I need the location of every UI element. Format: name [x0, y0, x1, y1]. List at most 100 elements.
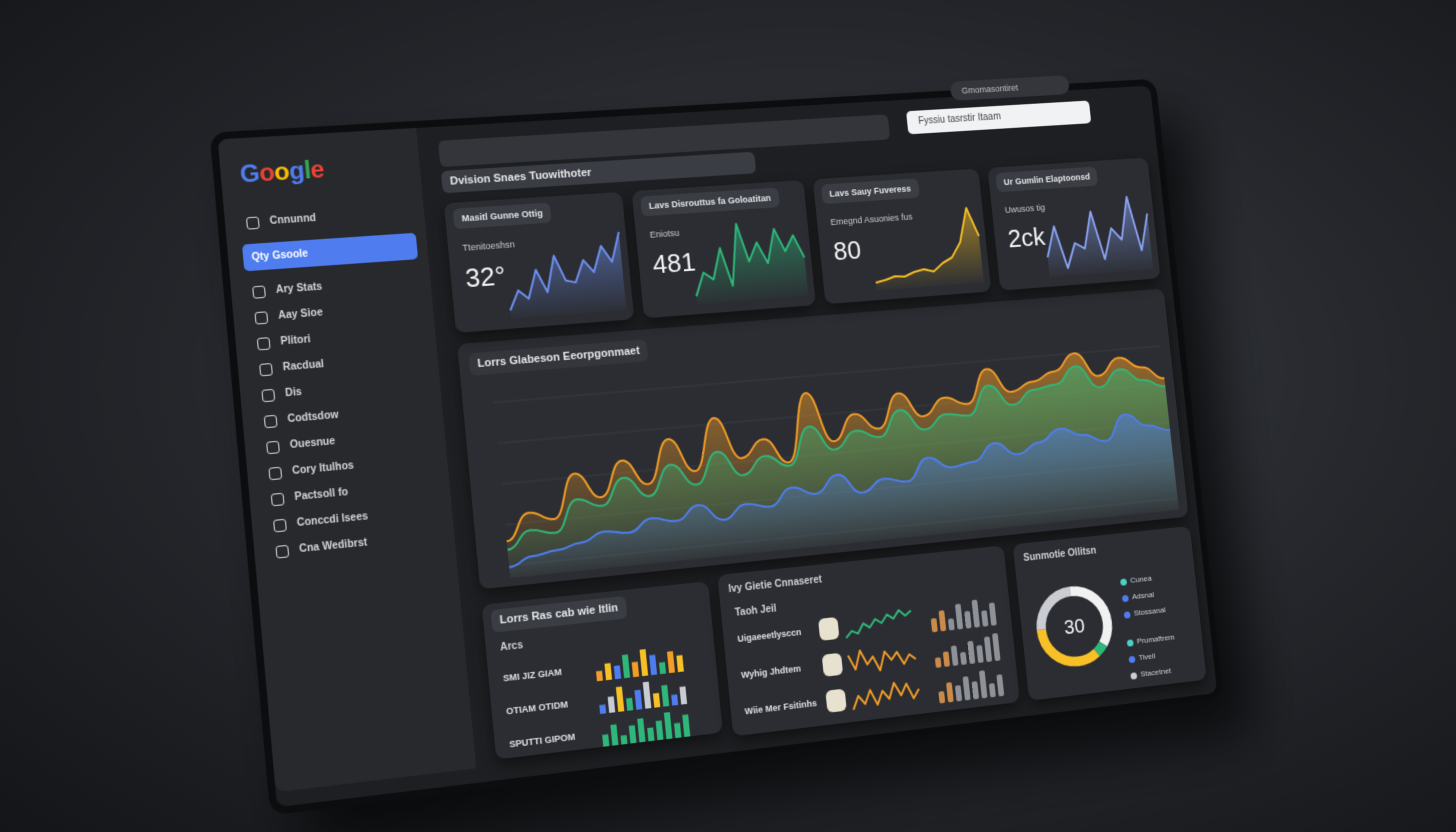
bar — [671, 694, 679, 706]
row-label: SMI JIZ GIAM — [502, 666, 563, 684]
bar — [946, 682, 954, 703]
bar — [621, 654, 631, 679]
nav: Cnnunnd Qty Gsoole Ary Stats Aay Sioe Plitor… — [224, 199, 455, 567]
kpi-card: Lavs Sauy Fuveress Emegnd Asuonies fus 80 — [812, 168, 992, 305]
nav-label: Conccdi lsees — [296, 511, 369, 530]
nav-icon — [256, 336, 271, 350]
nav-label: Dis — [284, 386, 303, 400]
chart-svg — [632, 180, 816, 305]
bar — [639, 649, 649, 677]
logo-letter: e — [309, 155, 326, 185]
bar — [682, 714, 691, 738]
nav-icon — [275, 544, 290, 559]
donut-center: 30 — [1063, 616, 1086, 640]
bar — [634, 689, 643, 710]
bar — [962, 676, 971, 701]
nav-label: Cory Itulhos — [291, 460, 355, 478]
nav-item[interactable]: Cnnunnd — [245, 199, 415, 236]
products-card: Ivy Gietie Cnnaseret Taoh Jeil Uigaeeetl… — [717, 545, 1020, 737]
nav-label: Qty Gsoole — [251, 247, 309, 264]
bar — [620, 735, 628, 745]
legend-label: Prumaftrem — [1136, 632, 1176, 646]
bar — [988, 683, 996, 698]
nav-label: Codtsdow — [287, 409, 340, 426]
nav-icon — [266, 440, 280, 454]
bar — [938, 691, 946, 704]
bar — [976, 644, 984, 664]
bar — [655, 720, 664, 741]
bar — [938, 610, 947, 632]
bar — [971, 599, 981, 628]
bar — [652, 692, 661, 708]
row-label: OTIAM OTIDM — [505, 699, 569, 717]
chart-svg — [851, 680, 920, 710]
area — [503, 231, 627, 319]
account-chip[interactable]: Gmomasontiret — [949, 75, 1071, 101]
bar — [596, 670, 604, 682]
sidebar: Google Cnnunnd Qty Gsoole Ary Stats Aay Sio… — [217, 127, 477, 793]
card-label: Arcs — [499, 639, 524, 654]
bar — [947, 618, 955, 631]
chart-svg — [813, 169, 992, 291]
row-icon — [821, 652, 844, 677]
chart-svg — [987, 158, 1160, 278]
bar — [673, 722, 682, 739]
bar — [649, 654, 658, 676]
bar — [610, 724, 619, 746]
legend-dot — [1120, 578, 1128, 586]
nav-icon — [270, 492, 285, 506]
bar — [967, 640, 976, 665]
legend-label: Adsnal — [1131, 590, 1155, 602]
donut-card: Sunmotie Ollitsn 30 Cunea Adsnal Stossanal P… — [1012, 526, 1207, 701]
nav-icon — [252, 284, 266, 299]
nav-label: Racdual — [282, 358, 325, 374]
legend-dot — [1123, 611, 1131, 619]
bar — [604, 663, 613, 681]
bar — [996, 674, 1005, 697]
nav-label: Ouesnue — [289, 435, 336, 452]
bar — [676, 655, 684, 673]
bar — [647, 727, 655, 742]
bar — [628, 725, 637, 744]
nav-label: Aay Sioe — [277, 307, 324, 322]
bar — [988, 602, 997, 626]
bar — [613, 665, 622, 680]
bar — [964, 610, 972, 629]
nav-label: Cnnunnd — [269, 212, 317, 228]
bar — [992, 633, 1001, 662]
bar — [983, 636, 993, 663]
nav-label: Ary Stats — [275, 281, 323, 297]
bar — [934, 657, 942, 668]
chart-svg — [848, 644, 917, 673]
card-title: Sunmotie Ollitsn — [1022, 545, 1097, 564]
bar — [642, 681, 652, 709]
legend-dot — [1128, 655, 1136, 664]
logo: Google — [239, 156, 326, 190]
nav-icon — [261, 388, 276, 402]
nav-item[interactable]: Qty Gsoole — [241, 232, 419, 272]
nav-label: Cna Wedibrst — [298, 537, 368, 556]
screen: Google Cnnunnd Qty Gsoole Ary Stats Aay Sio… — [209, 75, 1225, 816]
bar — [626, 697, 634, 711]
card-label: Taoh Jeil — [734, 603, 778, 619]
bar — [663, 712, 673, 740]
bar — [602, 734, 610, 747]
nav-icon — [245, 215, 260, 230]
chart-svg — [938, 670, 1005, 704]
line — [851, 680, 920, 710]
bar — [971, 681, 980, 700]
nav-label: Pactsoll fo — [294, 486, 349, 504]
search-box[interactable]: Fyssiu tasrstir Itaam — [906, 100, 1092, 135]
regions-card: Lorrs Ras cab wie Itlin Arcs SMI JIZ GIA… — [481, 581, 723, 760]
nav-icon — [268, 466, 283, 480]
bar — [942, 651, 951, 667]
bar — [607, 696, 616, 713]
row-icon — [818, 616, 840, 641]
legend-dot — [1130, 672, 1138, 680]
bar — [930, 617, 938, 633]
bar — [637, 718, 646, 743]
bar — [954, 685, 963, 702]
legend-label: Stossanal — [1133, 605, 1167, 618]
nav-icon — [259, 362, 273, 376]
kpi-card: Masitl Gunne Ottig Ttenitoeshsn 32° — [443, 191, 635, 333]
